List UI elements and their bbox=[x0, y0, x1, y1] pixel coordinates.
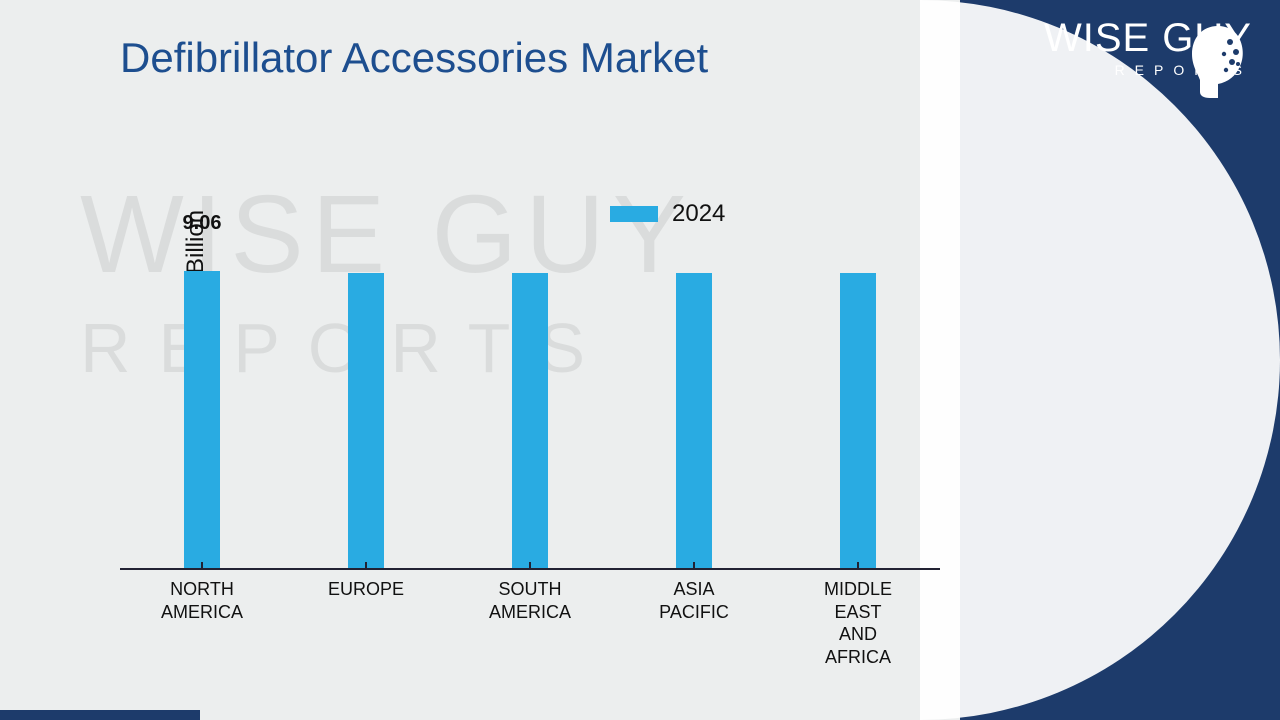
bar-wrap bbox=[306, 240, 426, 570]
stage: WISE GUY REPORTS Defibrillator Accessori… bbox=[0, 0, 1280, 720]
chart-title: Defibrillator Accessories Market bbox=[120, 34, 708, 82]
bars-container: 9.06 bbox=[120, 240, 940, 570]
x-label: ASIAPACIFIC bbox=[634, 578, 754, 668]
bar bbox=[512, 273, 548, 570]
chart-plot: 9.06 bbox=[120, 240, 940, 570]
legend-label: 2024 bbox=[672, 200, 725, 228]
x-labels: NORTHAMERICA EUROPE SOUTHAMERICA ASIAPACIFI… bbox=[120, 578, 940, 668]
bar bbox=[348, 273, 384, 570]
bar-wrap bbox=[634, 240, 754, 570]
legend: 2024 bbox=[610, 200, 725, 228]
bar bbox=[184, 271, 220, 570]
legend-swatch bbox=[610, 206, 658, 222]
x-label: MIDDLEEASTANDAFRICA bbox=[798, 578, 918, 668]
x-label: EUROPE bbox=[306, 578, 426, 668]
footer-accent bbox=[0, 710, 200, 720]
bar bbox=[676, 273, 712, 570]
bar-wrap bbox=[470, 240, 590, 570]
x-label: NORTHAMERICA bbox=[142, 578, 262, 668]
x-label: SOUTHAMERICA bbox=[470, 578, 590, 668]
brand-head-icon bbox=[1188, 24, 1248, 100]
brand-logo: WISE GUY REPORTS bbox=[972, 18, 1252, 78]
bar bbox=[840, 273, 876, 570]
bar-value-label: 9.06 bbox=[142, 212, 262, 235]
bar-wrap: 9.06 bbox=[142, 240, 262, 570]
x-axis-line bbox=[120, 568, 940, 570]
bar-wrap bbox=[798, 240, 918, 570]
